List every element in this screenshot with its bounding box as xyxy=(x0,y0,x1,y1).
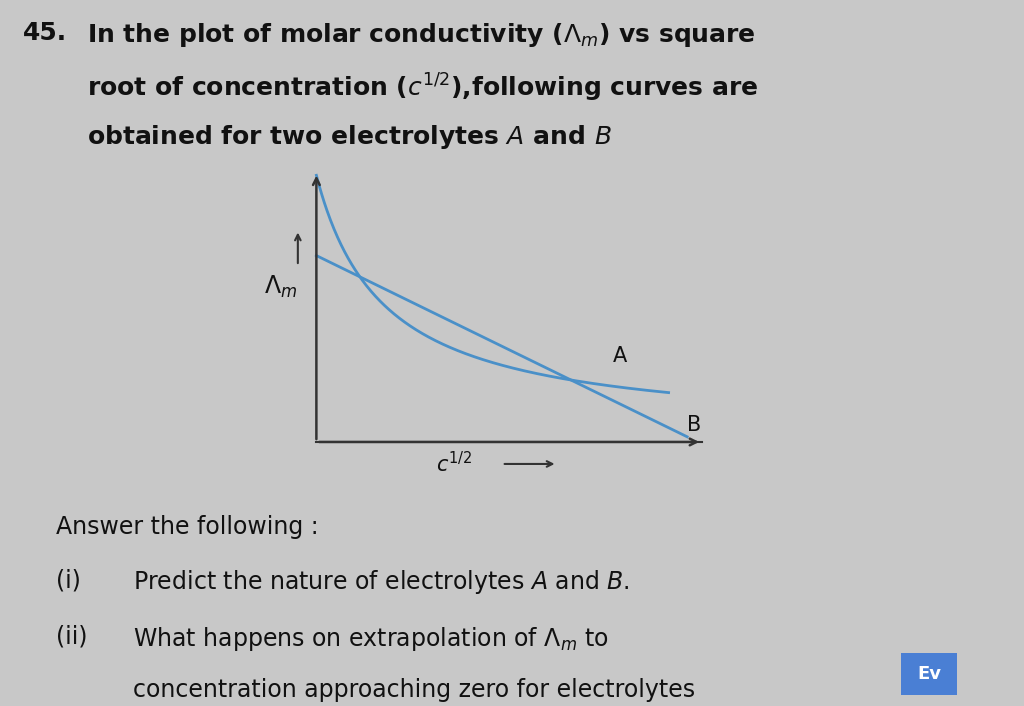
Text: B: B xyxy=(687,415,701,435)
Text: Answer the following :: Answer the following : xyxy=(56,515,318,539)
Text: root of concentration ($c^{1/2}$),following curves are: root of concentration ($c^{1/2}$),follow… xyxy=(87,72,759,104)
Text: Predict the nature of electrolytes $A$ and $B$.: Predict the nature of electrolytes $A$ a… xyxy=(133,568,630,597)
Text: A: A xyxy=(613,347,628,366)
Text: obtained for two electrolytes $A$ and $B$: obtained for two electrolytes $A$ and $B… xyxy=(87,123,611,151)
Text: (ii): (ii) xyxy=(56,625,88,649)
Text: $c^{1/2}$: $c^{1/2}$ xyxy=(435,451,472,477)
Text: What happens on extrapolation of $\Lambda_m$ to: What happens on extrapolation of $\Lambd… xyxy=(133,625,609,653)
Text: In the plot of molar conductivity ($\Lambda_m$) vs square: In the plot of molar conductivity ($\Lam… xyxy=(87,21,756,49)
Text: 45.: 45. xyxy=(23,21,67,45)
Text: $\Lambda_m$: $\Lambda_m$ xyxy=(264,273,298,300)
Text: concentration approaching zero for electrolytes: concentration approaching zero for elect… xyxy=(133,678,695,702)
Text: (i): (i) xyxy=(56,568,81,592)
Text: Ev: Ev xyxy=(918,665,941,683)
